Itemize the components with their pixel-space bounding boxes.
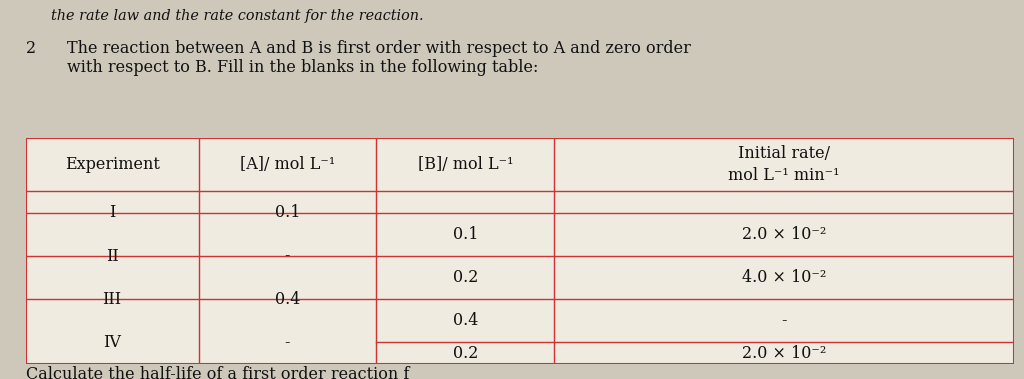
Text: 0.1: 0.1 (453, 226, 478, 243)
Text: [B]/ mol L⁻¹: [B]/ mol L⁻¹ (418, 156, 513, 173)
Text: 2.0 × 10⁻²: 2.0 × 10⁻² (741, 226, 826, 243)
Text: II: II (105, 247, 119, 265)
Text: 0.2: 0.2 (453, 269, 478, 286)
Text: Experiment: Experiment (65, 156, 160, 173)
Text: [A]/ mol L⁻¹: [A]/ mol L⁻¹ (240, 156, 335, 173)
Text: -: - (781, 312, 786, 329)
Text: 4.0 × 10⁻²: 4.0 × 10⁻² (741, 269, 826, 286)
Text: Initial rate/
mol L⁻¹ min⁻¹: Initial rate/ mol L⁻¹ min⁻¹ (728, 145, 840, 185)
Text: -: - (285, 334, 290, 351)
Text: the rate law and the rate constant for the reaction.: the rate law and the rate constant for t… (51, 9, 424, 23)
Text: III: III (102, 291, 122, 308)
Text: -: - (285, 247, 290, 265)
Text: 2.0 × 10⁻²: 2.0 × 10⁻² (741, 345, 826, 362)
Text: 2: 2 (26, 40, 36, 57)
Text: Calculate the half-life of a first order reaction f: Calculate the half-life of a first order… (26, 366, 409, 379)
Text: The reaction between A and B is first order with respect to A and zero order
wit: The reaction between A and B is first or… (67, 40, 690, 77)
Text: 0.2: 0.2 (453, 345, 478, 362)
Text: 0.1: 0.1 (274, 204, 300, 221)
Text: IV: IV (103, 334, 121, 351)
Text: 0.4: 0.4 (274, 291, 300, 308)
Text: 0.4: 0.4 (453, 312, 478, 329)
Text: I: I (109, 204, 116, 221)
